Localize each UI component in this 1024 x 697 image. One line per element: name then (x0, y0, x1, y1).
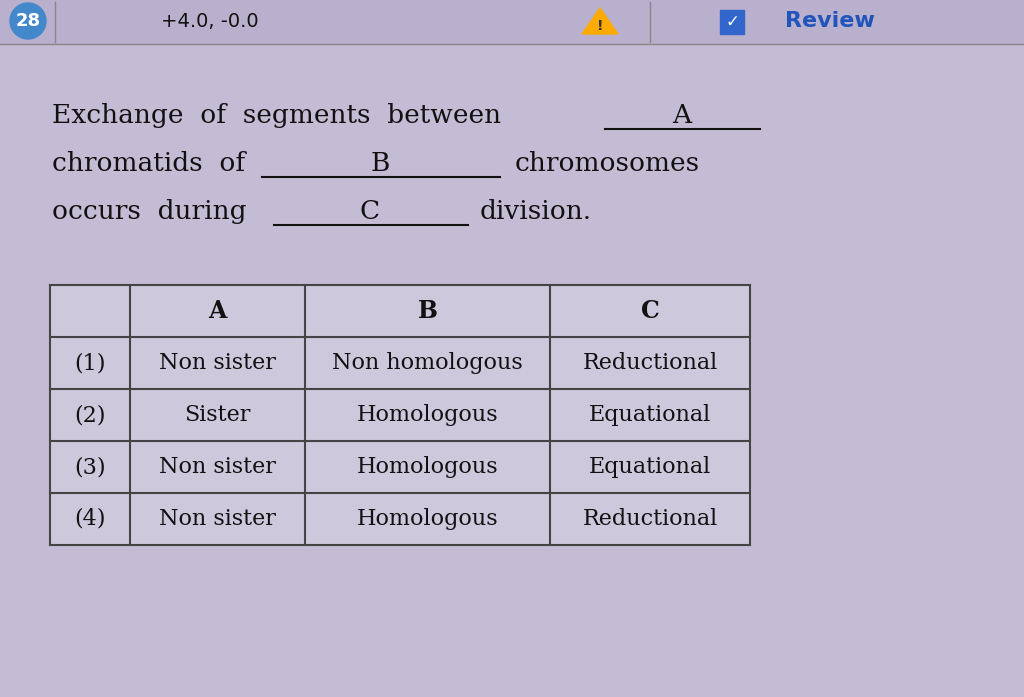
Text: !: ! (597, 19, 603, 33)
Text: Non sister: Non sister (159, 508, 275, 530)
Text: Reductional: Reductional (583, 352, 718, 374)
Text: Non sister: Non sister (159, 456, 275, 478)
Text: occurs  during: occurs during (52, 199, 247, 224)
Text: (2): (2) (75, 404, 105, 426)
Text: Exchange  of  segments  between: Exchange of segments between (52, 102, 501, 128)
Text: Homologous: Homologous (356, 456, 499, 478)
Text: Homologous: Homologous (356, 508, 499, 530)
Text: Non homologous: Non homologous (332, 352, 523, 374)
Text: Homologous: Homologous (356, 404, 499, 426)
Text: Equational: Equational (589, 404, 711, 426)
Text: (4): (4) (75, 508, 105, 530)
Text: division.: division. (480, 199, 592, 224)
Text: Equational: Equational (589, 456, 711, 478)
Text: chromatids  of: chromatids of (52, 151, 245, 176)
Bar (720, 10, 744, 34)
Text: chromosomes: chromosomes (515, 151, 700, 176)
Text: B: B (418, 299, 437, 323)
Text: Non sister: Non sister (159, 352, 275, 374)
Text: A: A (208, 299, 226, 323)
Bar (50, 285, 750, 545)
Text: 28: 28 (15, 12, 41, 30)
Text: +4.0, -0.0: +4.0, -0.0 (161, 11, 259, 31)
Text: Sister: Sister (184, 404, 251, 426)
Text: Reductional: Reductional (583, 508, 718, 530)
Text: A: A (673, 102, 691, 128)
Circle shape (10, 3, 46, 39)
Text: (1): (1) (75, 352, 105, 374)
Polygon shape (582, 8, 618, 34)
Text: C: C (641, 299, 659, 323)
Text: Review: Review (785, 11, 874, 31)
Bar (0, 0, 1024, 44)
Text: (3): (3) (74, 456, 105, 478)
Text: ✓: ✓ (725, 13, 739, 31)
Text: B: B (371, 151, 390, 176)
Text: C: C (360, 199, 380, 224)
